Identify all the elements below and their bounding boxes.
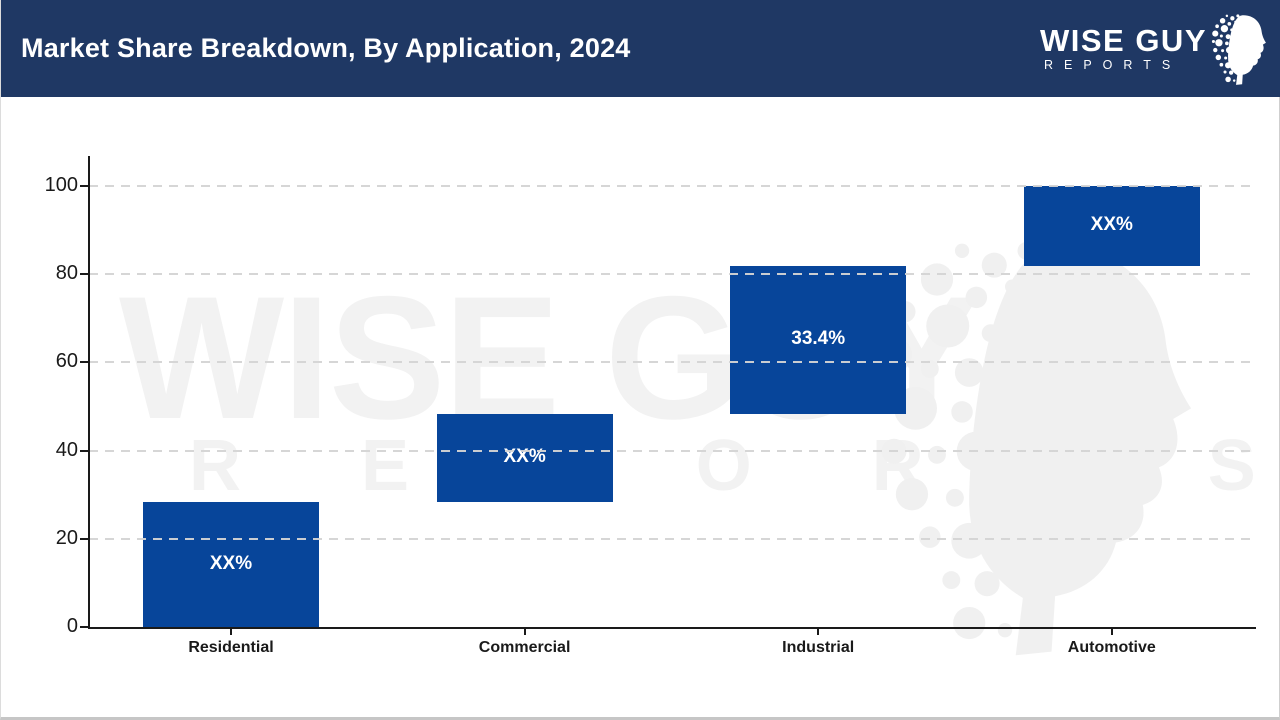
brand-logo-text: WISE GUY REPORTS — [1040, 25, 1207, 72]
bar-value-label: XX% — [209, 552, 253, 574]
y-tick-mark — [80, 273, 88, 276]
y-tick-label: 40 — [55, 438, 78, 461]
chart-area: WISE GUY R E P O R T S XX% Residential XX%… — [1, 97, 1280, 717]
brand-name: WISE GUY — [1039, 23, 1207, 59]
x-tick-label: Automotive — [1067, 639, 1156, 656]
bar-value-label: XX% — [1090, 214, 1133, 236]
y-tick-label: 0 — [66, 615, 78, 637]
x-tick-label: Industrial — [782, 639, 855, 656]
x-tick-mark — [230, 629, 232, 635]
y-tick-mark — [80, 537, 88, 540]
brand-subtitle: REPORTS — [1043, 57, 1182, 72]
gridline-60 — [89, 361, 1253, 364]
gridline-100 — [89, 185, 1253, 187]
y-axis — [88, 156, 90, 629]
x-tick-mark — [1110, 629, 1113, 635]
watermark-head-icon — [874, 241, 1192, 656]
y-tick-mark — [80, 361, 88, 364]
brand-head-icon — [1211, 13, 1266, 85]
header-bar: Market Share Breakdown, By Application, … — [1, 0, 1280, 97]
bar-automotive: XX% — [1023, 186, 1200, 267]
bar-value-label: 33.4% — [791, 327, 846, 349]
y-tick-mark — [80, 185, 88, 187]
gridline-80 — [89, 273, 1253, 276]
y-tick-mark — [80, 449, 88, 452]
x-tick-mark — [817, 629, 820, 635]
page-title: Market Share Breakdown, By Application, … — [21, 33, 631, 63]
y-tick-mark — [80, 626, 88, 628]
gridline-40 — [89, 449, 1253, 452]
y-tick-label: 20 — [55, 526, 78, 549]
y-tick-label: 60 — [55, 350, 78, 373]
x-tick-label: Residential — [188, 639, 274, 656]
bar-residential: XX% — [143, 502, 319, 627]
y-tick-label: 100 — [44, 174, 78, 196]
bar-industrial: 33.4% — [730, 266, 907, 414]
brand-logo: WISE GUY REPORTS — [1040, 0, 1269, 97]
gridline-20 — [89, 537, 1253, 540]
x-tick-mark — [523, 629, 526, 635]
y-tick-label: 80 — [55, 262, 78, 285]
bar-commercial: XX% — [436, 413, 613, 503]
x-axis — [88, 627, 1256, 629]
x-tick-label: Commercial — [478, 639, 571, 656]
